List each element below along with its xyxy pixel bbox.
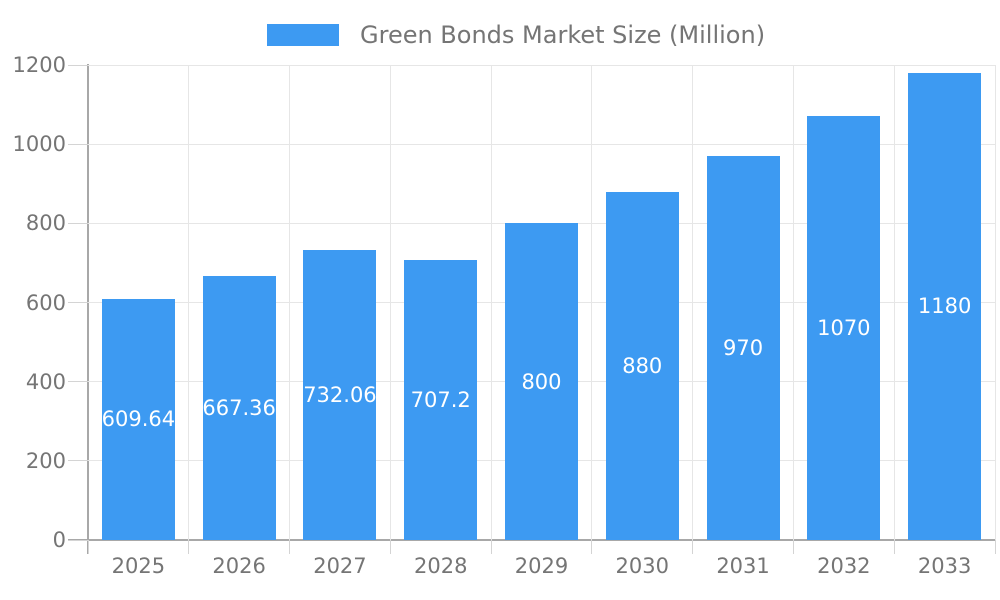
y-axis-tick xyxy=(68,381,88,383)
plot-area: 609.64 667.36 732.06 707.2 800 880 970 1070 1180 xyxy=(88,64,996,540)
bar-2030[interactable] xyxy=(605,191,679,540)
gridline-v xyxy=(893,65,895,540)
bar-2028[interactable] xyxy=(404,260,478,540)
x-axis-tick xyxy=(389,540,391,554)
gridline-h xyxy=(88,143,995,145)
x-axis-tick xyxy=(893,540,895,554)
y-axis-tick-label: 0 xyxy=(52,528,66,552)
gridline-v xyxy=(994,65,996,540)
y-axis-tick-label: 400 xyxy=(25,369,66,394)
x-axis-tick xyxy=(692,540,694,554)
x-axis-tick xyxy=(289,540,291,554)
y-axis-tick-label: 800 xyxy=(25,211,66,236)
x-axis-tick-label: 2032 xyxy=(817,554,871,578)
x-axis-tick xyxy=(87,540,89,554)
x-axis-tick xyxy=(792,540,794,554)
y-axis-tick xyxy=(68,222,88,224)
bar-2031[interactable] xyxy=(706,156,780,540)
x-axis-tick-label: 2028 xyxy=(413,554,468,578)
y-axis-tick xyxy=(68,302,88,303)
x-axis-tick-label: 2029 xyxy=(514,554,569,578)
bar-2025[interactable] xyxy=(101,298,175,540)
y-axis-tick-label: 1000 xyxy=(12,132,66,157)
gridline-v xyxy=(289,65,291,540)
y-axis-tick xyxy=(68,143,88,145)
gridline-v xyxy=(692,65,694,540)
y-axis-tick-label: 600 xyxy=(25,290,66,315)
legend[interactable]: Green Bonds Market Size (Million) xyxy=(267,21,765,49)
gridline-h xyxy=(88,64,995,66)
x-axis-tick xyxy=(994,540,996,554)
bar-2027[interactable] xyxy=(303,250,377,540)
gridline-v xyxy=(792,65,794,540)
y-axis-tick xyxy=(68,539,88,541)
gridline-v xyxy=(188,65,190,540)
legend-label: Green Bonds Market Size (Million) xyxy=(360,21,766,49)
gridline-v xyxy=(389,65,391,540)
x-axis-tick-label: 2027 xyxy=(313,554,367,578)
x-axis-line xyxy=(68,539,995,541)
y-axis-tick-label: 200 xyxy=(25,448,66,473)
bar-2033[interactable] xyxy=(908,72,982,540)
x-axis-tick-label: 2030 xyxy=(615,554,669,578)
bar-2026[interactable] xyxy=(202,275,276,540)
bar-2032[interactable] xyxy=(807,116,881,540)
y-axis-tick xyxy=(68,64,88,66)
x-axis-tick-label: 2033 xyxy=(917,554,972,578)
x-axis-tick-label: 2025 xyxy=(111,554,166,578)
y-axis-tick-label: 1200 xyxy=(12,53,66,77)
gridline-v xyxy=(490,65,492,540)
x-axis-tick-label: 2026 xyxy=(212,554,266,578)
bar-2029[interactable] xyxy=(505,223,578,540)
x-axis-tick-label: 2031 xyxy=(716,554,770,578)
x-axis-tick xyxy=(591,540,593,554)
gridline-v xyxy=(591,65,593,540)
y-axis-line xyxy=(87,64,89,554)
x-axis-tick xyxy=(490,540,492,554)
x-axis-tick xyxy=(188,540,190,554)
y-axis-tick xyxy=(68,460,88,462)
legend-swatch-icon xyxy=(267,24,339,46)
